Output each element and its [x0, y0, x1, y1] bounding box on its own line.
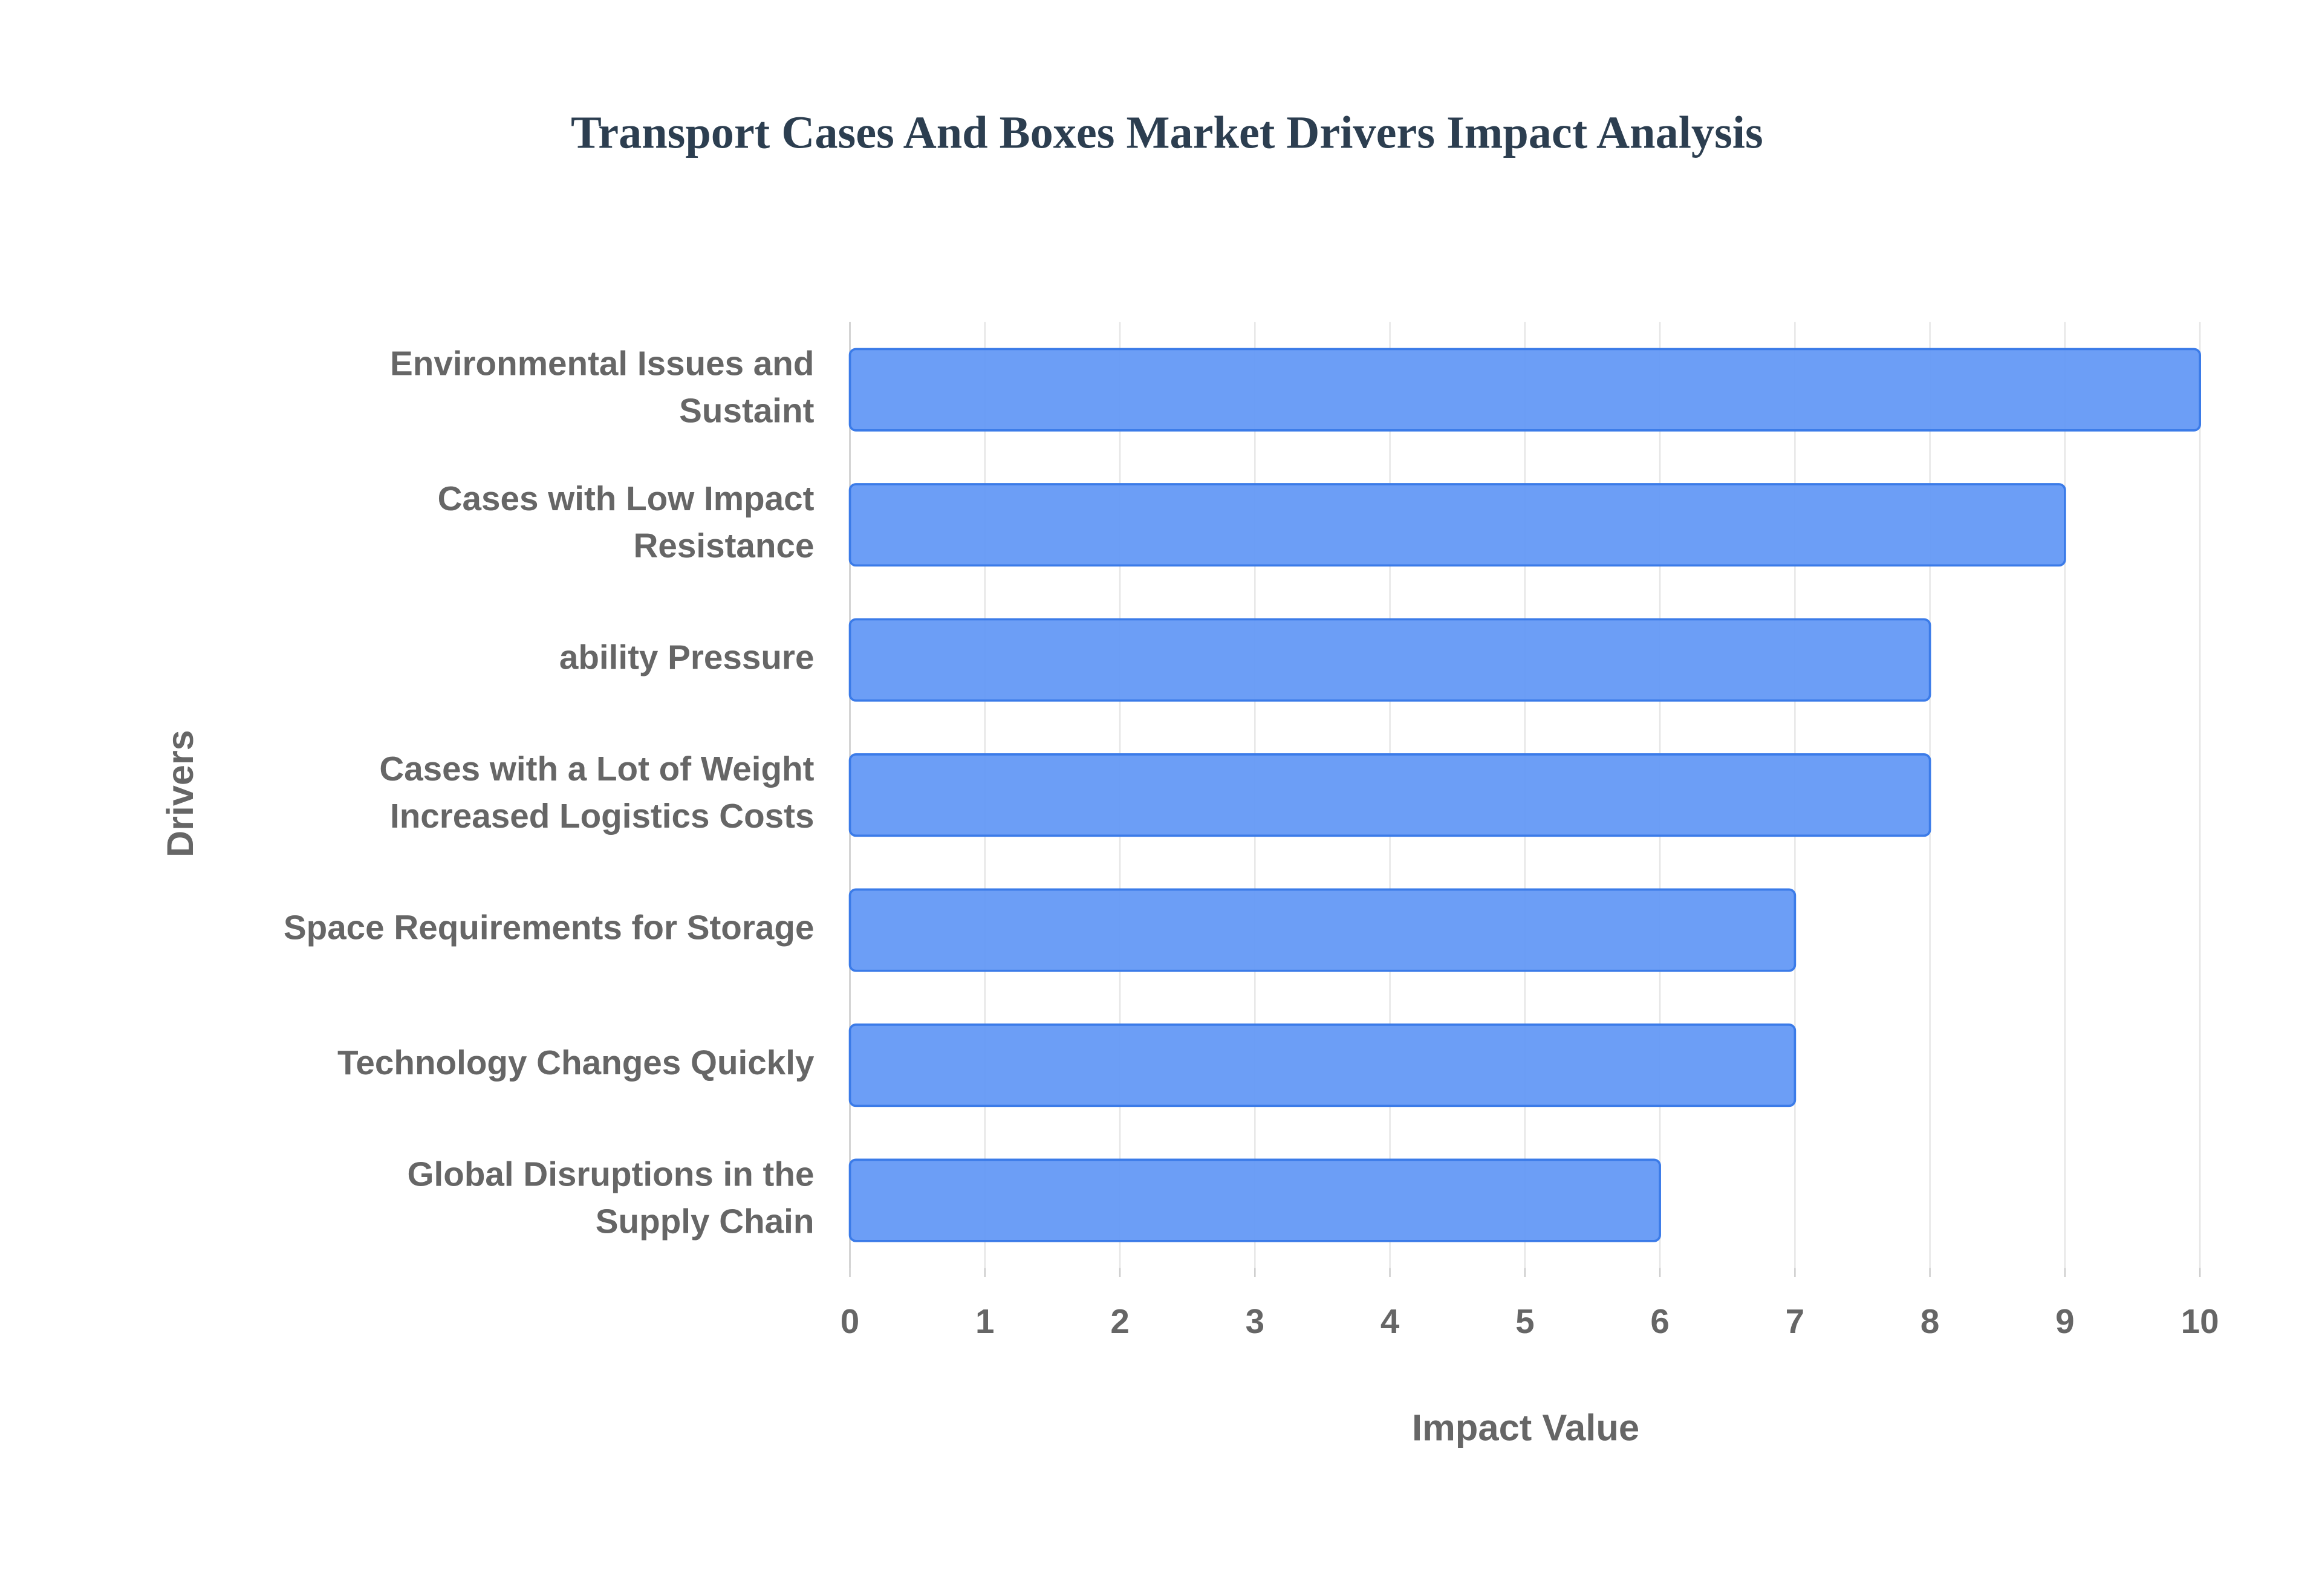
x-tick-label: 2 — [1110, 1302, 1129, 1340]
y-tick-label-line: Resistance — [634, 527, 815, 565]
y-tick-label: ability Pressure — [559, 638, 815, 676]
y-tick-label-line: Sustaint — [679, 392, 815, 430]
bar — [848, 888, 1797, 972]
y-tick-label-line: Cases with a Lot of Weight — [379, 750, 814, 788]
y-tick-label: Cases with a Lot of Weight Increased Logi… — [379, 750, 814, 835]
y-tick-label: Space Requirements for Storage — [284, 909, 815, 947]
y-tick-label-line: Supply Chain — [596, 1202, 815, 1241]
x-tick-label: 6 — [1650, 1302, 1669, 1340]
bar — [848, 483, 2066, 567]
y-tick-label-line: Cases with Low Impact — [438, 479, 815, 517]
y-tick-label-line: Global Disruptions in the — [408, 1155, 815, 1193]
x-tick-label: 1 — [975, 1302, 994, 1340]
x-tick-label: 7 — [1786, 1302, 1804, 1340]
y-tick-label-line: Technology Changes Quickly — [337, 1043, 815, 1082]
y-tick-label-line: Increased Logistics Costs — [390, 797, 814, 835]
y-tick-label: Technology Changes Quickly — [337, 1043, 815, 1082]
y-tick-label-line: ability Pressure — [559, 638, 815, 676]
bar — [848, 753, 1931, 837]
y-tick-label: Global Disruptions in the Supply Chain — [408, 1155, 815, 1241]
x-axis-title: Impact Value — [1412, 1407, 1639, 1448]
y-axis-title: Drivers — [159, 730, 201, 857]
bar — [848, 618, 1931, 702]
y-tick-label-line: Environmental Issues and — [390, 345, 814, 383]
chart-title: Transport Cases And Boxes Market Drivers… — [571, 108, 1763, 158]
bar — [848, 1023, 1797, 1108]
x-tick-label: 5 — [1515, 1302, 1534, 1340]
y-tick-label-line: Space Requirements for Storage — [284, 909, 815, 947]
x-tick-label: 9 — [2055, 1302, 2074, 1340]
y-tick-label: Cases with Low Impact Resistance — [438, 479, 815, 565]
bar — [848, 1158, 1661, 1242]
x-tick-label: 0 — [841, 1302, 859, 1340]
x-tick-label: 3 — [1246, 1302, 1264, 1340]
bar — [848, 348, 2201, 432]
x-tick-label: 4 — [1381, 1302, 1400, 1340]
x-tick-label: 10 — [2181, 1302, 2219, 1340]
y-tick-label: Environmental Issues and Sustaint — [390, 345, 815, 430]
x-tick-label: 8 — [1920, 1302, 1939, 1340]
